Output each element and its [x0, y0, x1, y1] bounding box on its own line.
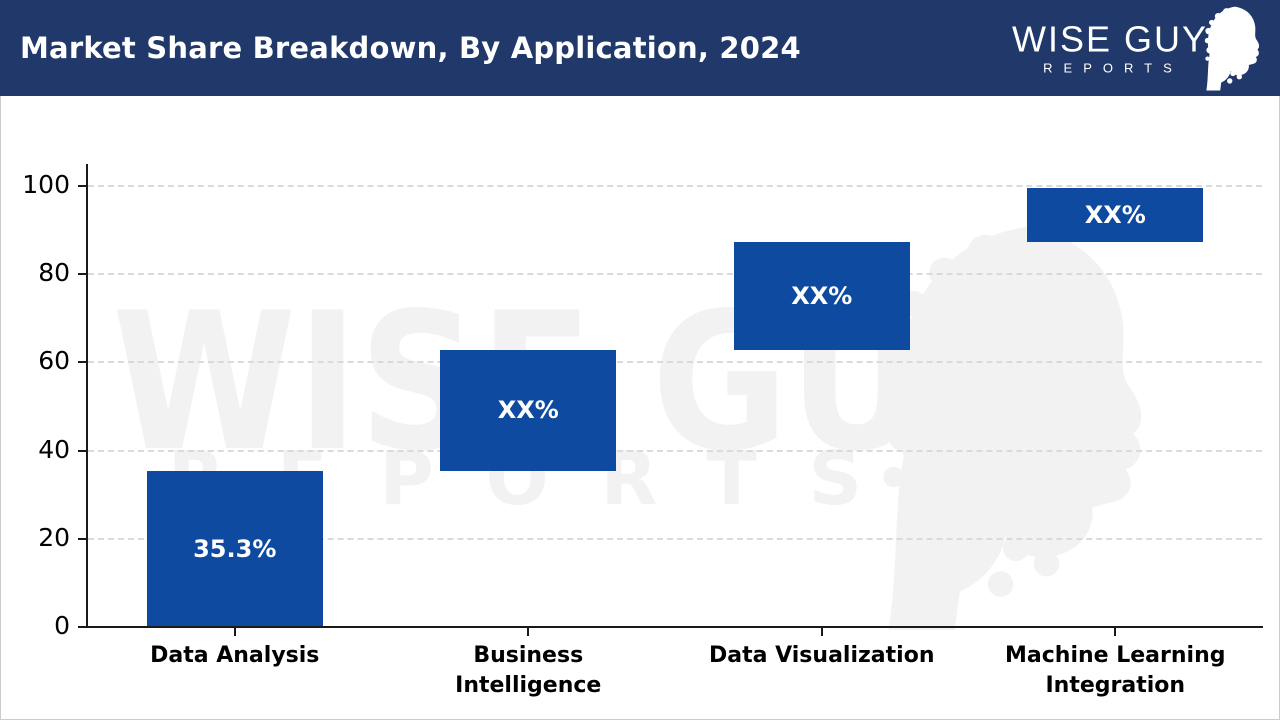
bar-value-label: XX% — [1084, 200, 1146, 229]
x-axis-category-label: Data Analysis — [150, 643, 320, 668]
x-axis-category-label: Data Visualization — [709, 643, 935, 668]
bar-value-label: 35.3% — [193, 535, 277, 564]
y-axis-tick — [78, 626, 86, 628]
bar-segment: 35.3% — [146, 471, 323, 627]
bar-segment: XX% — [733, 241, 910, 350]
page-title: Market Share Breakdown, By Application, … — [20, 31, 801, 65]
y-axis-tick — [78, 185, 86, 187]
y-axis-tick — [78, 537, 86, 540]
x-axis-tick — [1114, 628, 1117, 636]
x-axis-tick — [820, 628, 823, 636]
y-axis-tick — [78, 449, 86, 452]
bar-value-label: XX% — [497, 396, 559, 425]
gridline — [88, 537, 1262, 540]
logo-wordmark: WISE GUY — [1011, 18, 1208, 60]
gridline — [88, 361, 1262, 364]
x-axis-category-label: Machine Learning Integration — [1005, 643, 1226, 698]
y-axis-line — [86, 164, 88, 628]
x-axis-category-label: Business Intelligence — [455, 643, 602, 698]
y-axis-tick-label: 20 — [38, 522, 70, 552]
bar-value-label: XX% — [791, 281, 853, 310]
logo-subtitle: REPORTS — [1043, 60, 1183, 76]
bar-segment: XX% — [440, 349, 617, 472]
y-axis-tick — [78, 361, 86, 364]
x-axis-tick — [233, 628, 236, 636]
y-axis-tick-label: 100 — [22, 170, 70, 199]
bar-segment: XX% — [1027, 187, 1204, 242]
gridline — [88, 449, 1262, 452]
y-axis-tick-label: 60 — [38, 346, 70, 376]
y-axis-tick — [78, 273, 86, 276]
x-axis-line — [85, 626, 1263, 628]
y-axis-tick-label: 80 — [38, 258, 70, 288]
wiseguy-head-icon — [1204, 6, 1260, 91]
wiseguy-logo-text: WISE GUY REPORTS — [1011, 18, 1208, 76]
gridline — [88, 185, 1262, 187]
watermark-head-icon — [880, 227, 1142, 630]
gridline — [88, 273, 1262, 276]
y-axis-tick-label: 40 — [38, 434, 70, 464]
x-axis-tick — [527, 628, 530, 636]
y-axis-tick-label: 0 — [54, 611, 70, 640]
header-bar: Market Share Breakdown, By Application, … — [0, 0, 1280, 96]
wiseguy-logo: WISE GUY REPORTS — [1012, 6, 1266, 91]
